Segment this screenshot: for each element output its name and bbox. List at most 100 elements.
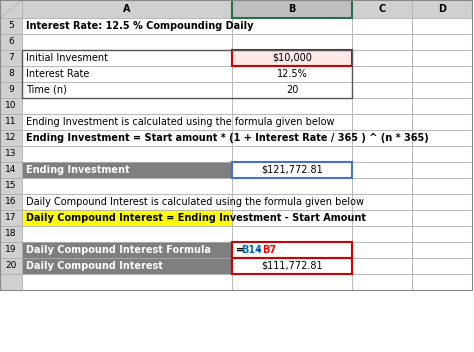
Bar [22,130,232,146]
Text: 17: 17 [5,214,17,222]
Bar [0,66,22,82]
Bar [22,66,232,82]
Text: $121,772.81: $121,772.81 [261,165,323,175]
Bar [22,226,232,242]
Bar [22,18,232,34]
Bar [22,162,232,178]
Bar [22,258,232,274]
Text: 11: 11 [5,118,17,126]
Bar [232,242,352,258]
Bar [0,130,22,146]
Bar [412,194,472,210]
Bar [412,82,472,98]
Bar [412,242,472,258]
Bar [352,242,412,258]
Bar [412,98,472,114]
Text: 5: 5 [8,21,14,31]
Text: 9: 9 [8,86,14,94]
Bar [0,82,22,98]
Text: 14: 14 [5,165,17,175]
Bar [0,0,22,18]
Bar [0,210,22,226]
Bar [232,34,352,50]
Bar [352,18,412,34]
Bar [352,114,412,130]
Text: Interest Rate: Interest Rate [26,69,90,79]
Text: B7: B7 [262,245,276,255]
Text: Daily Compound Interest: Daily Compound Interest [26,261,163,271]
Text: 13: 13 [5,150,17,158]
Bar [412,34,472,50]
Bar [0,146,22,162]
Text: 16: 16 [5,197,17,207]
Text: 19: 19 [5,245,17,254]
Text: 10: 10 [5,101,17,111]
Bar [352,66,412,82]
Text: C: C [378,4,386,14]
Bar [412,0,472,18]
Bar [0,114,22,130]
Text: 7: 7 [8,54,14,63]
Bar [352,178,412,194]
Text: =: = [236,245,244,255]
Bar [22,98,232,114]
Bar [232,274,352,290]
Bar [232,162,352,178]
Bar [352,0,412,18]
Bar [232,242,352,258]
Text: -: - [257,245,261,255]
Bar [0,0,472,290]
Bar [22,146,232,162]
Bar [352,258,412,274]
Bar [22,34,232,50]
Bar [22,82,232,98]
Bar [232,82,352,98]
Bar [22,210,232,226]
Text: Ending Investment: Ending Investment [26,165,129,175]
Bar [232,258,352,274]
Bar [0,162,22,178]
Bar [412,178,472,194]
Bar [232,178,352,194]
Text: $10,000: $10,000 [272,53,312,63]
Bar [232,0,352,18]
Text: Time (n): Time (n) [26,85,67,95]
Bar [232,66,352,82]
Text: 8: 8 [8,69,14,78]
Bar [22,50,352,98]
Bar [352,146,412,162]
Bar [352,130,412,146]
Bar [412,18,472,34]
Bar [232,130,352,146]
Bar [232,162,352,178]
Text: Initial Invesment: Initial Invesment [26,53,108,63]
Text: Daily Compound Interest = Ending Investment - Start Amount: Daily Compound Interest = Ending Investm… [26,213,366,223]
Bar [0,98,22,114]
Bar [412,146,472,162]
Bar [352,98,412,114]
Bar [412,274,472,290]
Text: A: A [123,4,131,14]
Text: Daily Compound Interest Formula: Daily Compound Interest Formula [26,245,211,255]
Bar [412,50,472,66]
Bar [0,258,22,274]
Bar [0,242,22,258]
Bar [232,50,352,66]
Bar [412,66,472,82]
Bar [352,162,412,178]
Text: $111,772.81: $111,772.81 [261,261,323,271]
Text: D: D [438,4,446,14]
Bar [0,194,22,210]
Text: Ending Investment is calculated using the formula given below: Ending Investment is calculated using th… [26,117,335,127]
Text: Daily Compound Interest is calculated using the formula given below: Daily Compound Interest is calculated us… [26,197,364,207]
Bar [0,178,22,194]
Bar [232,226,352,242]
Bar [352,50,412,66]
Bar [0,226,22,242]
Text: B: B [288,4,296,14]
Bar [412,162,472,178]
Bar [232,18,352,34]
Bar [352,82,412,98]
Text: 18: 18 [5,230,17,239]
Bar [232,50,352,66]
